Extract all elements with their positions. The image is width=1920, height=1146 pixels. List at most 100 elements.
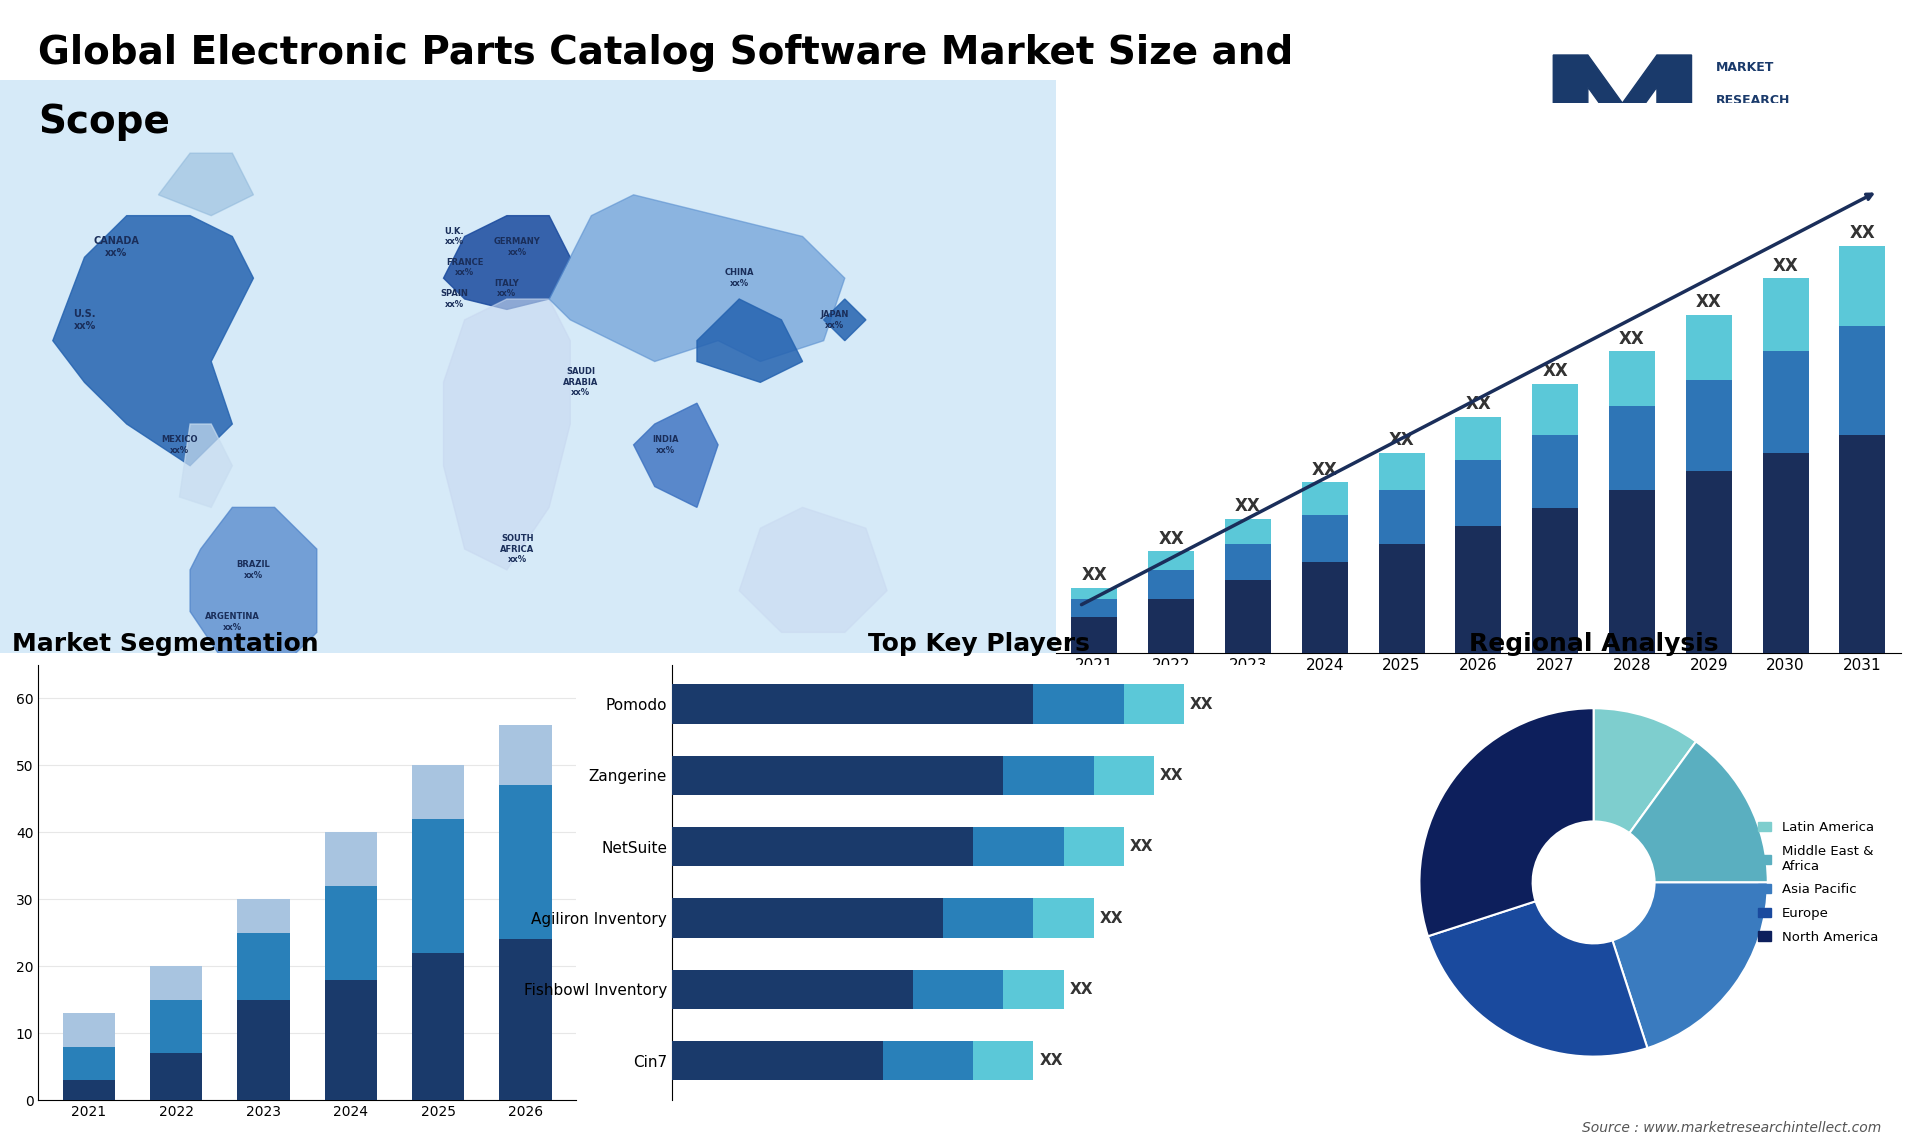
Text: Market Segmentation: Market Segmentation	[12, 631, 319, 656]
Bar	[1071, 588, 1117, 598]
Bar	[1609, 406, 1655, 489]
Text: XX: XX	[1695, 293, 1722, 312]
Bar	[1123, 684, 1185, 724]
Bar	[1763, 453, 1809, 653]
Bar	[672, 970, 912, 1008]
Text: U.K.
xx%: U.K. xx%	[444, 227, 465, 246]
Bar	[1148, 570, 1194, 598]
Text: GERMANY
xx%: GERMANY xx%	[493, 237, 541, 257]
Bar	[1379, 544, 1425, 653]
Bar	[1071, 598, 1117, 617]
Wedge shape	[1613, 882, 1768, 1049]
Text: BRAZIL
xx%: BRAZIL xx%	[236, 560, 271, 580]
Bar	[1225, 581, 1271, 653]
Text: XX: XX	[1542, 362, 1569, 380]
Bar	[63, 1013, 115, 1046]
Polygon shape	[157, 154, 253, 215]
Text: XX: XX	[1311, 461, 1338, 479]
Polygon shape	[549, 195, 845, 361]
Bar	[1532, 435, 1578, 508]
Text: XX: XX	[1100, 911, 1123, 926]
Bar	[1094, 756, 1154, 795]
Bar	[1532, 384, 1578, 435]
Bar	[1379, 453, 1425, 489]
Text: XX: XX	[1039, 1053, 1064, 1068]
Polygon shape	[697, 299, 803, 383]
Text: Scope: Scope	[38, 103, 171, 141]
Polygon shape	[190, 508, 317, 674]
Bar	[238, 933, 290, 999]
Bar	[1839, 245, 1885, 325]
Bar	[324, 886, 376, 980]
Polygon shape	[824, 299, 866, 340]
Bar	[672, 684, 1033, 724]
Bar	[1302, 563, 1348, 653]
Text: MEXICO
xx%: MEXICO xx%	[161, 435, 198, 455]
Text: INTELLECT: INTELLECT	[1716, 126, 1776, 135]
Text: XX: XX	[1619, 330, 1645, 347]
Text: FRANCE
xx%: FRANCE xx%	[445, 258, 484, 277]
Text: INDIA
xx%: INDIA xx%	[653, 435, 678, 455]
Bar	[1532, 508, 1578, 653]
Bar	[1455, 461, 1501, 526]
Bar	[1064, 827, 1123, 866]
Bar	[672, 898, 943, 937]
Text: JAPAN
xx%: JAPAN xx%	[820, 311, 849, 330]
Bar	[150, 1053, 202, 1100]
Bar	[672, 1041, 883, 1081]
Text: XX: XX	[1849, 225, 1876, 242]
Bar	[973, 1041, 1033, 1081]
Bar	[413, 818, 465, 952]
Text: SOUTH
AFRICA
xx%: SOUTH AFRICA xx%	[501, 534, 534, 564]
Bar	[499, 725, 551, 785]
Bar	[672, 756, 1004, 795]
Text: XX: XX	[1160, 768, 1183, 783]
Legend: Latin America, Middle East &
Africa, Asia Pacific, Europe, North America: Latin America, Middle East & Africa, Asi…	[1753, 816, 1884, 949]
Bar	[150, 966, 202, 999]
Polygon shape	[634, 403, 718, 508]
Polygon shape	[180, 424, 232, 508]
Bar	[413, 952, 465, 1100]
Polygon shape	[1553, 55, 1692, 151]
Bar	[1225, 544, 1271, 581]
Bar	[1686, 380, 1732, 471]
Bar	[883, 1041, 973, 1081]
Text: XX: XX	[1069, 982, 1092, 997]
Circle shape	[1532, 822, 1655, 943]
Bar	[1004, 970, 1064, 1008]
Bar	[1148, 551, 1194, 570]
Text: XX: XX	[1235, 497, 1261, 515]
Text: SPAIN
xx%: SPAIN xx%	[440, 289, 468, 308]
Bar	[1609, 489, 1655, 653]
Bar	[499, 940, 551, 1100]
Bar	[63, 1080, 115, 1100]
Title: Top Key Players: Top Key Players	[868, 631, 1091, 656]
Bar	[238, 999, 290, 1100]
Text: XX: XX	[1772, 257, 1799, 275]
Legend: Application, Product, Geography: Application, Product, Geography	[753, 849, 864, 916]
Text: ITALY
xx%: ITALY xx%	[495, 278, 518, 298]
Polygon shape	[444, 215, 570, 309]
Wedge shape	[1428, 901, 1647, 1057]
Bar	[1302, 515, 1348, 563]
Polygon shape	[739, 508, 887, 633]
Text: SAUDI
ARABIA
xx%: SAUDI ARABIA xx%	[563, 368, 599, 398]
Bar	[1302, 482, 1348, 515]
Bar	[1033, 684, 1123, 724]
Title: Regional Analysis: Regional Analysis	[1469, 631, 1718, 656]
Text: XX: XX	[1388, 432, 1415, 449]
Bar	[324, 980, 376, 1100]
Bar	[973, 827, 1064, 866]
Text: Source : www.marketresearchintellect.com: Source : www.marketresearchintellect.com	[1582, 1121, 1882, 1135]
Bar	[238, 900, 290, 933]
Bar	[1071, 617, 1117, 653]
Bar	[324, 832, 376, 886]
Bar	[1455, 526, 1501, 653]
Bar	[912, 970, 1004, 1008]
Bar	[1763, 278, 1809, 352]
Bar	[1609, 352, 1655, 406]
Bar	[63, 1046, 115, 1080]
Bar	[1004, 756, 1094, 795]
Polygon shape	[54, 215, 253, 465]
Bar	[1839, 435, 1885, 653]
